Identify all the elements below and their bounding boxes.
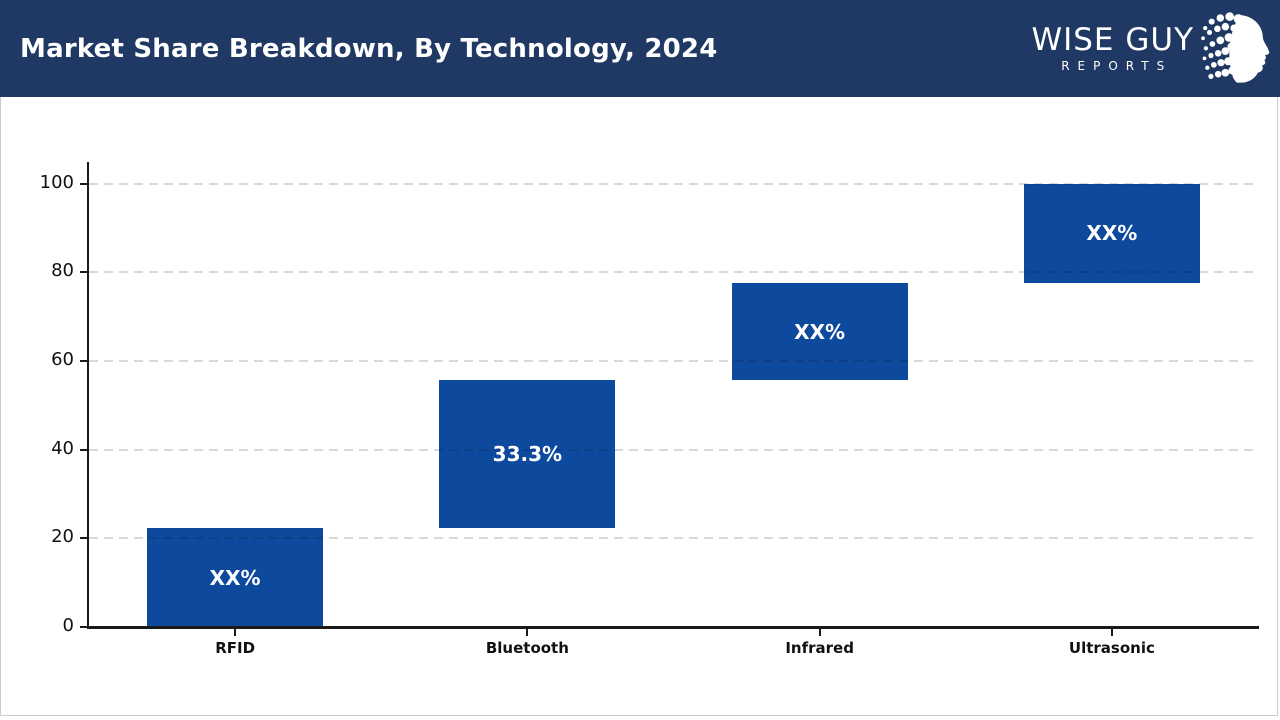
gridline-100 xyxy=(89,182,1258,185)
x-tick-bluetooth xyxy=(526,628,529,636)
bar-value-label: 33.3% xyxy=(492,442,563,467)
x-tick-infrared xyxy=(818,628,821,636)
gridline-80 xyxy=(89,271,1258,274)
gridline-40 xyxy=(89,448,1258,451)
gridline-60 xyxy=(89,359,1258,362)
y-tick-label: 20 xyxy=(51,526,74,548)
y-axis-spine xyxy=(87,162,89,628)
logo-head-icon xyxy=(1201,11,1270,83)
x-category-label: Infrared xyxy=(785,639,854,657)
wise-guy-logo: WISE GUY REPORTS xyxy=(1031,6,1270,92)
y-tick-60 xyxy=(80,359,88,362)
x-tick-rfid xyxy=(234,628,237,636)
x-tick-ultrasonic xyxy=(1110,628,1113,636)
gridline-20 xyxy=(89,537,1258,540)
bar-value-label: XX% xyxy=(209,565,261,590)
y-tick-0 xyxy=(80,626,88,628)
y-tick-label: 40 xyxy=(51,437,74,459)
y-tick-label: 0 xyxy=(62,615,74,636)
header-bar: Market Share Breakdown, By Technology, 2… xyxy=(0,0,1280,97)
page-title: Market Share Breakdown, By Technology, 2… xyxy=(20,33,718,64)
y-tick-label: 60 xyxy=(51,348,74,370)
bar-bluetooth xyxy=(439,380,616,529)
x-category-label: RFID xyxy=(215,639,256,657)
x-category-label: Bluetooth xyxy=(485,639,569,657)
bar-value-label: XX% xyxy=(1086,221,1138,246)
bar-value-label: XX% xyxy=(794,319,846,344)
y-tick-20 xyxy=(80,537,88,540)
y-tick-80 xyxy=(80,271,88,274)
y-tick-label: 100 xyxy=(39,171,74,193)
bar-rfid xyxy=(147,528,324,627)
x-category-label: Ultrasonic xyxy=(1068,639,1155,657)
y-tick-40 xyxy=(80,448,88,451)
y-tick-100 xyxy=(80,182,88,185)
logo-wordmark: WISE GUY xyxy=(1031,22,1194,59)
logo-subtitle: REPORTS xyxy=(1061,58,1173,73)
y-tick-label: 80 xyxy=(51,260,74,282)
x-axis-spine xyxy=(87,626,1259,629)
